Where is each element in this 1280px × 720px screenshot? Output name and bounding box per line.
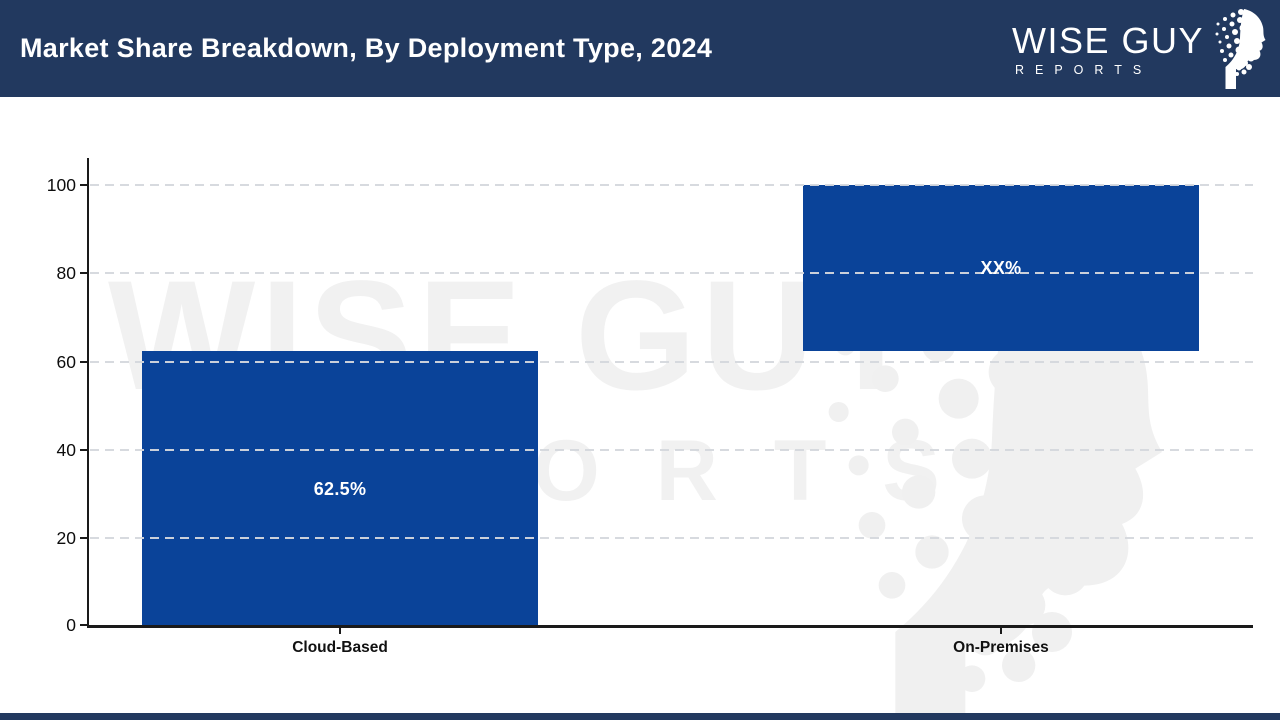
x-tick-on-premises [1000,628,1002,634]
value-label-on-premises: XX% [980,258,1022,278]
footer-bar [0,713,1280,720]
logo-subtitle: REPORTS [1014,62,1153,77]
y-tick-label-20: 20 [56,528,76,548]
wise-guy-logo: WISE GUY REPORTS [1012,7,1268,91]
y-axis-line [87,158,89,628]
y-tick-label-80: 80 [56,263,76,283]
y-tick-0 [80,624,87,626]
logo-face-icon [1215,9,1266,89]
gridline-100 [90,184,1253,186]
y-tick-label-60: 60 [56,352,76,372]
gridline-60 [90,361,1253,363]
y-tick-label-100: 100 [46,175,76,195]
category-label-cloud-based: Cloud-Based [292,639,388,656]
logo-wordmark: WISE GUY [1011,19,1204,61]
logo-text: WISE GUY REPORTS [1011,19,1204,77]
gridline-20 [90,537,1253,539]
header-bar: Market Share Breakdown, By Deployment Ty… [0,0,1280,97]
bar-on-premises [803,185,1199,351]
category-label-on-premises: On-Premises [953,639,1049,656]
gridline-80 [90,272,1253,274]
x-tick-cloud-based [339,628,341,634]
bar-cloud-based [142,351,538,627]
y-tick-label-0: 0 [66,615,76,635]
value-label-cloud-based: 62.5% [313,479,367,499]
y-tick-100 [80,184,87,186]
y-tick-60 [80,361,87,363]
y-tick-80 [80,272,87,274]
y-tick-20 [80,537,87,539]
y-tick-40 [80,449,87,451]
y-tick-label-40: 40 [56,440,76,460]
page-title: Market Share Breakdown, By Deployment Ty… [20,33,713,63]
x-axis-line [87,625,1253,628]
gridline-40 [90,449,1253,451]
